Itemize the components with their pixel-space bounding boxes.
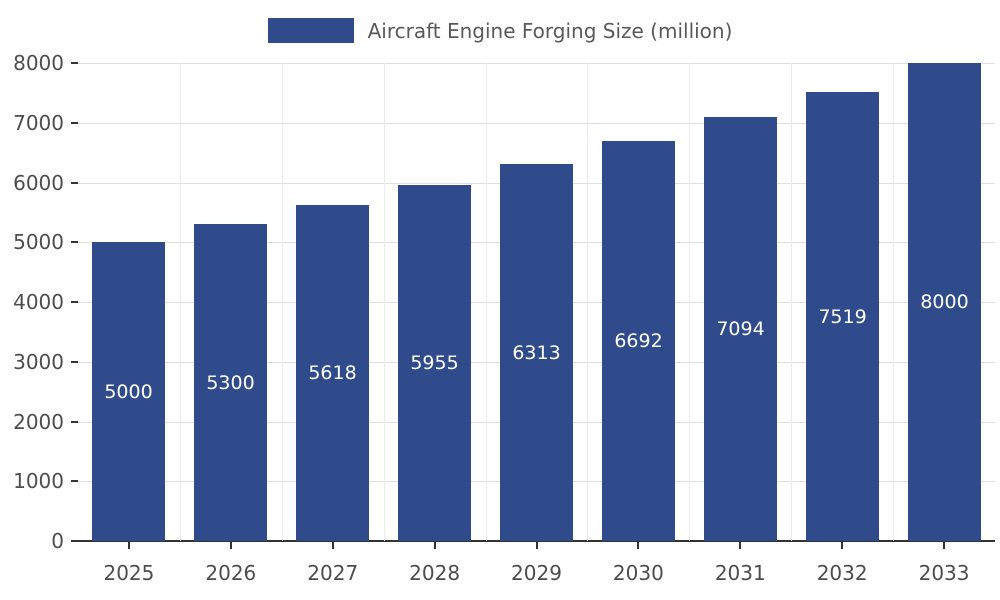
bar: 6313 xyxy=(500,164,573,541)
bar: 5000 xyxy=(92,242,165,541)
gridline-v xyxy=(791,63,792,541)
y-tick-mark xyxy=(71,480,78,483)
x-tick-mark xyxy=(433,542,436,549)
legend-swatch xyxy=(267,18,354,43)
x-tick-label: 2026 xyxy=(205,561,257,585)
x-tick-label: 2027 xyxy=(307,561,359,585)
bar-value-label: 5955 xyxy=(410,352,459,374)
y-tick-label: 6000 xyxy=(13,170,64,195)
y-tick-mark xyxy=(71,420,78,423)
chart-legend: Aircraft Engine Forging Size (million) xyxy=(0,18,1000,43)
x-tick-mark xyxy=(331,542,334,549)
y-tick-label: 0 xyxy=(51,529,64,553)
bar-value-label: 5300 xyxy=(206,371,255,394)
gridline-v xyxy=(689,63,690,541)
gridline-h xyxy=(78,122,995,124)
y-tick-mark xyxy=(71,62,78,64)
x-tick-label: 2030 xyxy=(612,561,664,585)
x-tick-mark xyxy=(127,542,130,549)
x-tick-label: 2025 xyxy=(103,561,155,585)
x-tick-mark xyxy=(739,542,742,549)
gridline-v xyxy=(282,63,283,541)
y-tick-label: 1000 xyxy=(13,469,64,494)
x-tick-mark xyxy=(841,542,844,549)
gridline-v xyxy=(486,63,487,541)
bar: 7519 xyxy=(806,92,879,541)
x-tick-mark xyxy=(943,542,946,549)
x-tick-label: 2033 xyxy=(918,561,970,585)
y-tick-label: 2000 xyxy=(13,409,64,434)
bar-value-label: 6313 xyxy=(512,341,561,364)
bar: 5300 xyxy=(194,224,267,541)
y-tick-label: 4000 xyxy=(13,290,64,314)
x-tick-label: 2028 xyxy=(409,561,461,585)
gridline-v xyxy=(180,63,181,541)
y-tick-mark xyxy=(71,301,78,303)
gridline-v xyxy=(587,63,588,541)
x-tick-mark xyxy=(535,542,538,549)
bar-value-label: 7094 xyxy=(716,318,765,340)
bar: 6692 xyxy=(602,141,675,541)
bar: 7094 xyxy=(704,117,777,541)
y-tick-label: 3000 xyxy=(13,349,64,374)
y-tick-mark xyxy=(71,360,78,363)
gridline-v xyxy=(893,63,894,541)
x-tick-label: 2029 xyxy=(511,561,562,585)
x-tick-label: 2031 xyxy=(714,561,766,585)
x-axis-line xyxy=(78,540,995,542)
gridline-v xyxy=(384,63,385,541)
legend-label: Aircraft Engine Forging Size (million) xyxy=(367,18,733,43)
plot-area: 5000 5300 5618 5955 6313 6692 7094 7519 8000 xyxy=(78,63,995,542)
bar-value-label: 7519 xyxy=(818,305,867,328)
y-tick-mark xyxy=(71,121,78,124)
bar-value-label: 5618 xyxy=(308,362,357,384)
bar-value-label: 8000 xyxy=(920,291,969,313)
x-tick-mark xyxy=(637,542,640,549)
gridline-h xyxy=(78,63,995,64)
bar: 8000 xyxy=(908,63,981,541)
y-tick-mark xyxy=(71,241,78,244)
bar: 5618 xyxy=(296,205,369,541)
y-tick-label: 7000 xyxy=(13,110,64,135)
y-tick-mark xyxy=(71,181,78,184)
bar-value-label: 6692 xyxy=(614,330,663,352)
bar-value-label: 5000 xyxy=(104,380,153,403)
y-tick-label: 8000 xyxy=(13,51,64,75)
bar: 5955 xyxy=(398,185,471,541)
y-tick-mark xyxy=(71,540,78,542)
x-tick-label: 2032 xyxy=(816,561,868,585)
x-tick-mark xyxy=(229,542,232,549)
y-tick-label: 5000 xyxy=(13,230,64,255)
